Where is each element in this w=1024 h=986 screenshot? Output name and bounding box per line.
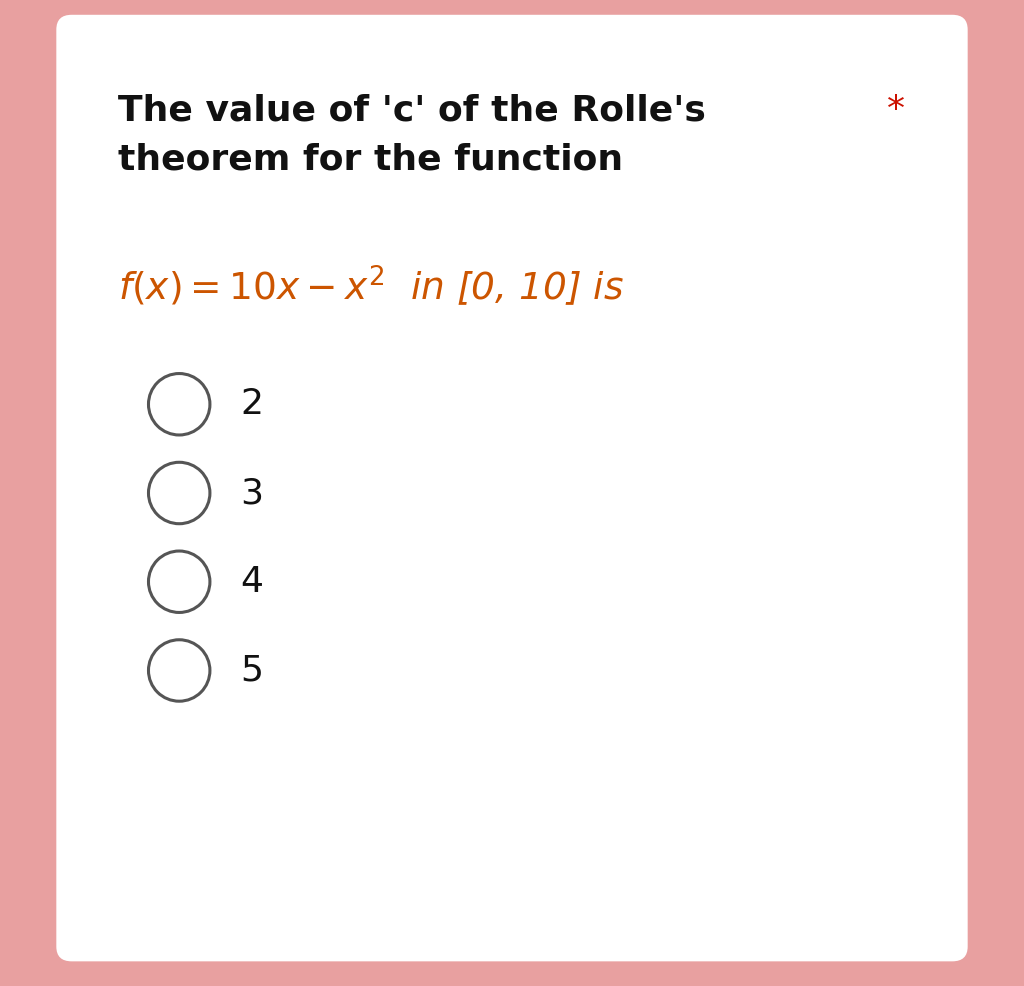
Text: 5: 5 [241, 654, 263, 687]
Text: theorem for the function: theorem for the function [118, 143, 623, 176]
FancyBboxPatch shape [56, 15, 968, 961]
Text: 4: 4 [241, 565, 263, 599]
Text: *: * [887, 94, 905, 127]
Text: 2: 2 [241, 387, 263, 421]
Text: $f(x) = 10x - x^2$  in [0, 10] is: $f(x) = 10x - x^2$ in [0, 10] is [118, 263, 624, 309]
Text: 3: 3 [241, 476, 263, 510]
Text: The value of 'c' of the Rolle's: The value of 'c' of the Rolle's [118, 94, 706, 127]
